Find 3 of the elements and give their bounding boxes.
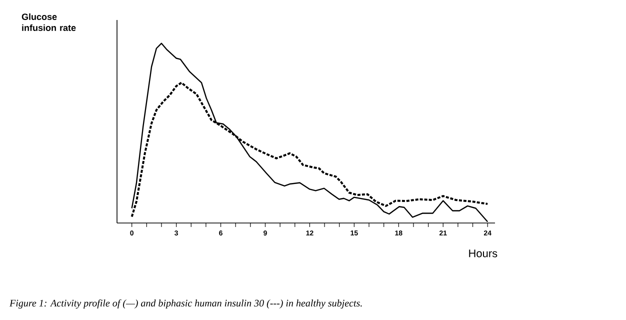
y-axis-title: Glucose infusion rate	[22, 13, 76, 31]
caption: Figure 1: Activity profile of (—) and biphasic human insulin 30 (---) in healthy subjects.	[9, 299, 362, 309]
x-axis-title: Hours	[469, 250, 498, 258]
